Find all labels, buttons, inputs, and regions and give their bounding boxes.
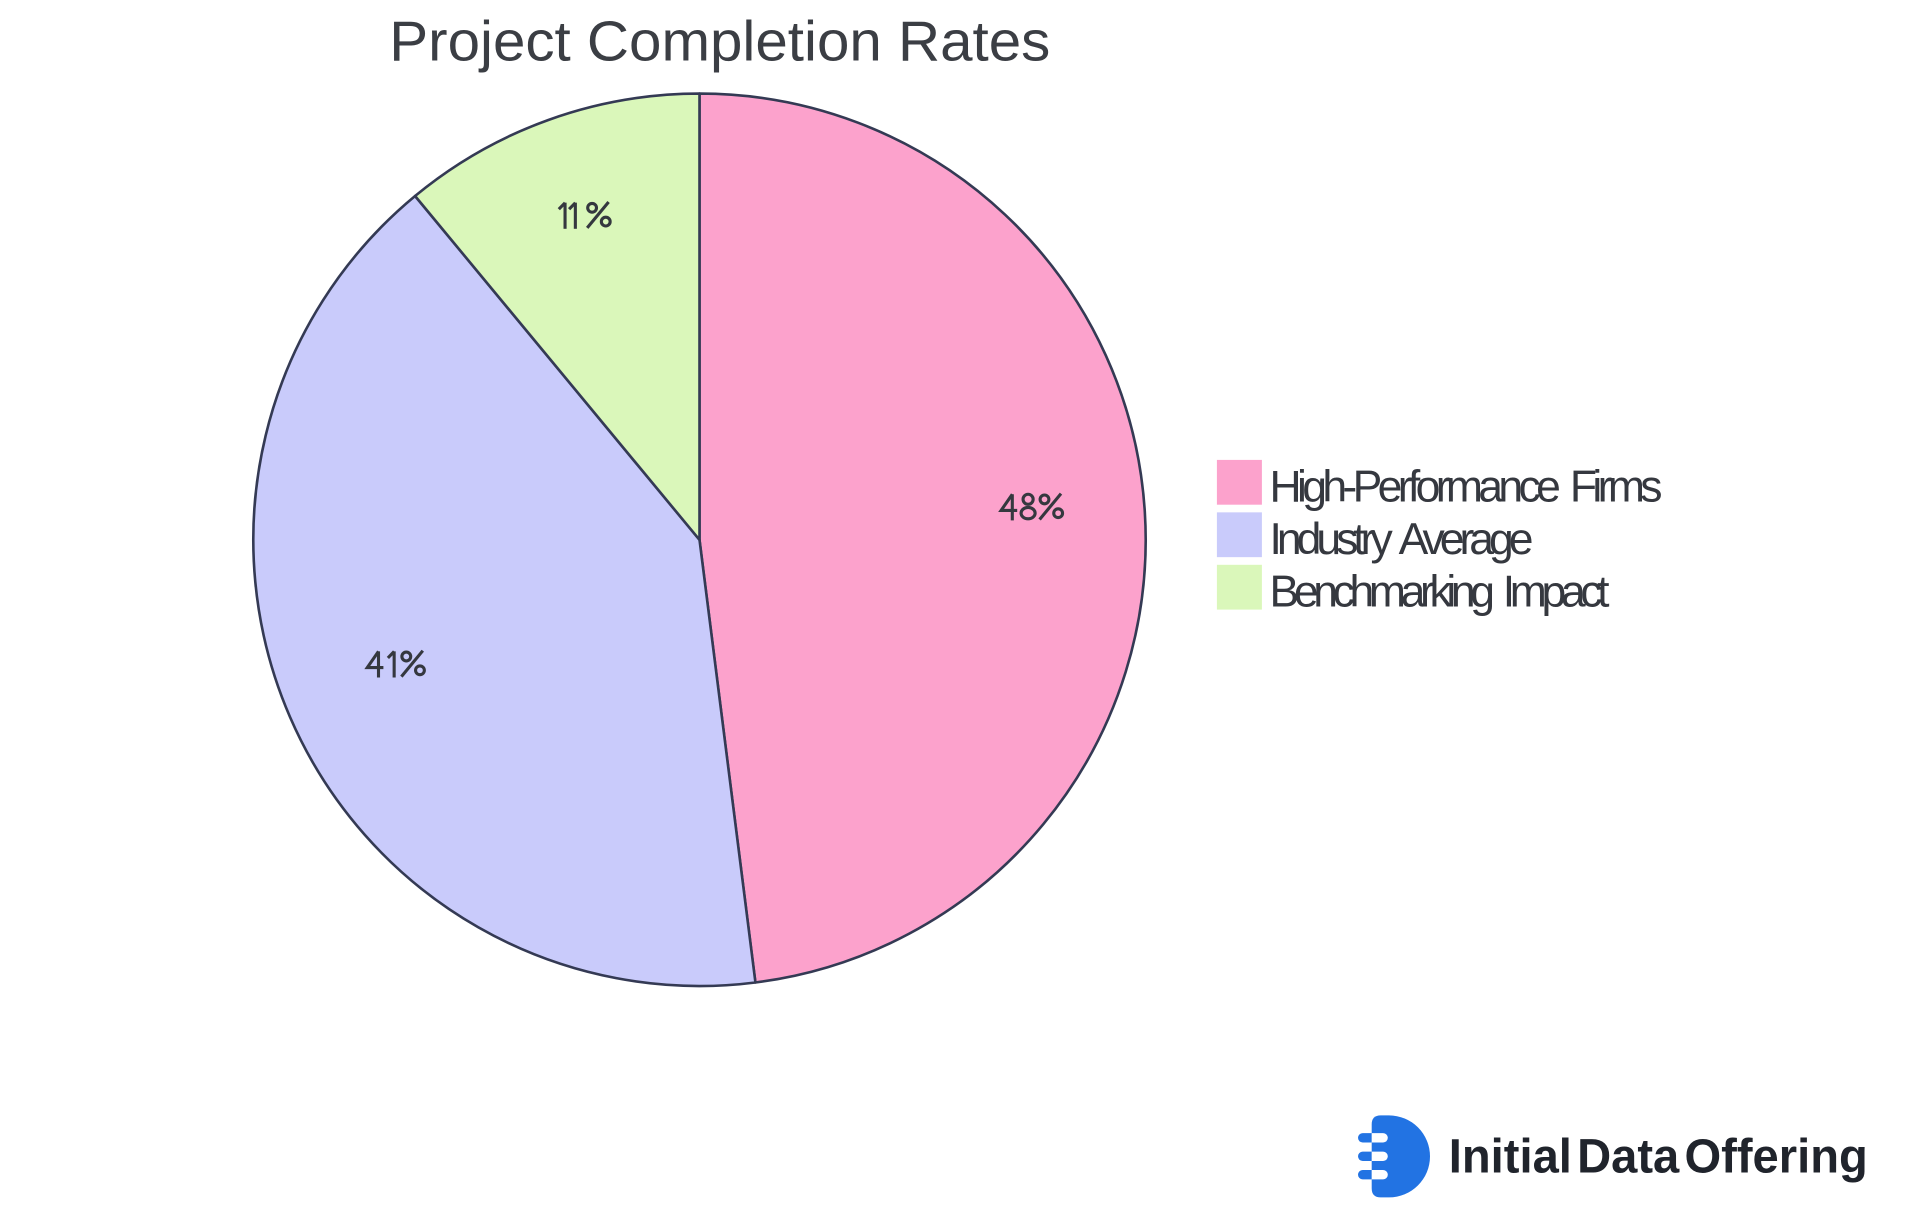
svg-text:Industry Average: Industry Average [1270, 515, 1534, 564]
svg-text:Benchmarking Impact: Benchmarking Impact [1270, 567, 1611, 616]
svg-text:High-Performance Firms: High-Performance Firms [1270, 462, 1663, 511]
svg-text:Project Completion Rates: Project Completion Rates [389, 9, 1050, 73]
svg-text:Initial Data Offering: Initial Data Offering [1449, 1131, 1868, 1184]
